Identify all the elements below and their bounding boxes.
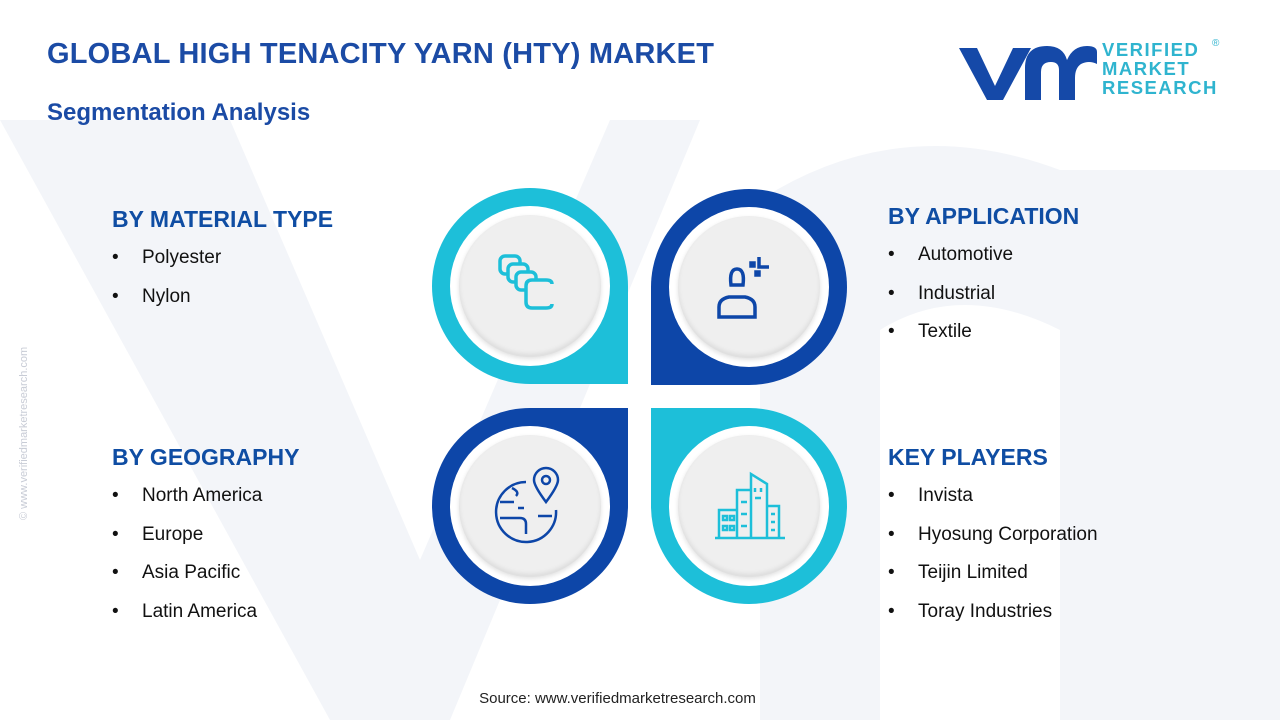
- list-item: • Hyosung Corporation: [888, 524, 1098, 563]
- page-title: GLOBAL HIGH TENACITY YARN (HTY) MARKET: [47, 38, 715, 70]
- vmr-logo-icon: [959, 46, 1097, 100]
- bullet: •: [888, 485, 895, 506]
- bullet: •: [112, 600, 119, 622]
- geography-petal: [432, 408, 628, 604]
- bullet: •: [112, 562, 119, 583]
- page-subtitle: Segmentation Analysis: [47, 99, 311, 126]
- section-application: BY APPLICATION • Automotive • Industrial •…: [888, 203, 1079, 360]
- item-label: Invista: [918, 485, 973, 506]
- item-label: Polyester: [142, 247, 222, 268]
- list-item: • Teijin Limited: [888, 562, 1098, 601]
- bullet: •: [888, 244, 895, 265]
- bullet: •: [888, 600, 895, 622]
- bullet: •: [112, 247, 119, 268]
- item-label: Teijin Limited: [918, 562, 1028, 583]
- section-title: BY MATERIAL TYPE: [112, 206, 334, 232]
- logo-text: VERIFIED MARKET RESEARCH: [1102, 40, 1218, 97]
- bullet: •: [112, 523, 119, 545]
- section-geography: BY GEOGRAPHY • North America • Europe • Asi…: [112, 444, 299, 639]
- section-title: BY GEOGRAPHY: [112, 444, 300, 470]
- list-item: • Europe: [112, 524, 299, 563]
- item-label: Automotive: [918, 244, 1014, 265]
- item-label: North America: [142, 485, 263, 506]
- item-label: Industrial: [918, 282, 996, 304]
- key-players-petal: [651, 408, 847, 604]
- item-label: Hyosung Corporation: [918, 523, 1098, 545]
- item-label: Textile: [918, 321, 972, 342]
- section-material-type: BY MATERIAL TYPE • Polyester • Nylon: [112, 206, 333, 324]
- side-watermark: © www.verifiedmarketresearch.com: [18, 346, 30, 520]
- list-item: • North America: [112, 485, 299, 524]
- application-petal: [651, 189, 847, 385]
- buildings-icon: [715, 471, 785, 540]
- bullet: •: [888, 523, 895, 545]
- bullet: •: [112, 485, 119, 506]
- bullet: •: [888, 562, 895, 583]
- section-title: BY APPLICATION: [888, 203, 1080, 229]
- logo-line-2: MARKET: [1102, 58, 1191, 79]
- item-label: Asia Pacific: [142, 562, 241, 583]
- source-text: Source: www.verifiedmarketresearch.com: [479, 690, 756, 707]
- registered-mark: ®: [1212, 38, 1220, 49]
- list-item: • Latin America: [112, 601, 299, 640]
- item-label: Latin America: [142, 600, 258, 622]
- list-item: • Industrial: [888, 283, 1079, 322]
- fibers-icon: [498, 254, 554, 310]
- list-item: • Asia Pacific: [112, 562, 299, 601]
- user-icon: [717, 257, 769, 319]
- item-label: Toray Industries: [918, 600, 1053, 622]
- section-title: KEY PLAYERS: [888, 444, 1048, 470]
- logo-line-3: RESEARCH: [1102, 77, 1218, 98]
- bullet: •: [112, 285, 119, 307]
- logo-line-1: VERIFIED: [1102, 39, 1200, 60]
- list-item: • Invista: [888, 485, 1098, 524]
- list-item: • Nylon: [112, 286, 333, 325]
- bullet: •: [888, 321, 895, 342]
- item-label: Europe: [142, 523, 204, 545]
- list-item: • Toray Industries: [888, 601, 1098, 640]
- section-key-players: KEY PLAYERS • Invista • Hyosung Corporatio…: [888, 444, 1098, 639]
- globe-pin-icon: [494, 466, 560, 544]
- bullet: •: [888, 282, 895, 304]
- item-label: Nylon: [142, 285, 191, 307]
- list-item: • Polyester: [112, 247, 333, 286]
- material-type-petal: [432, 188, 628, 384]
- list-item: • Automotive: [888, 244, 1079, 283]
- list-item: • Textile: [888, 321, 1079, 360]
